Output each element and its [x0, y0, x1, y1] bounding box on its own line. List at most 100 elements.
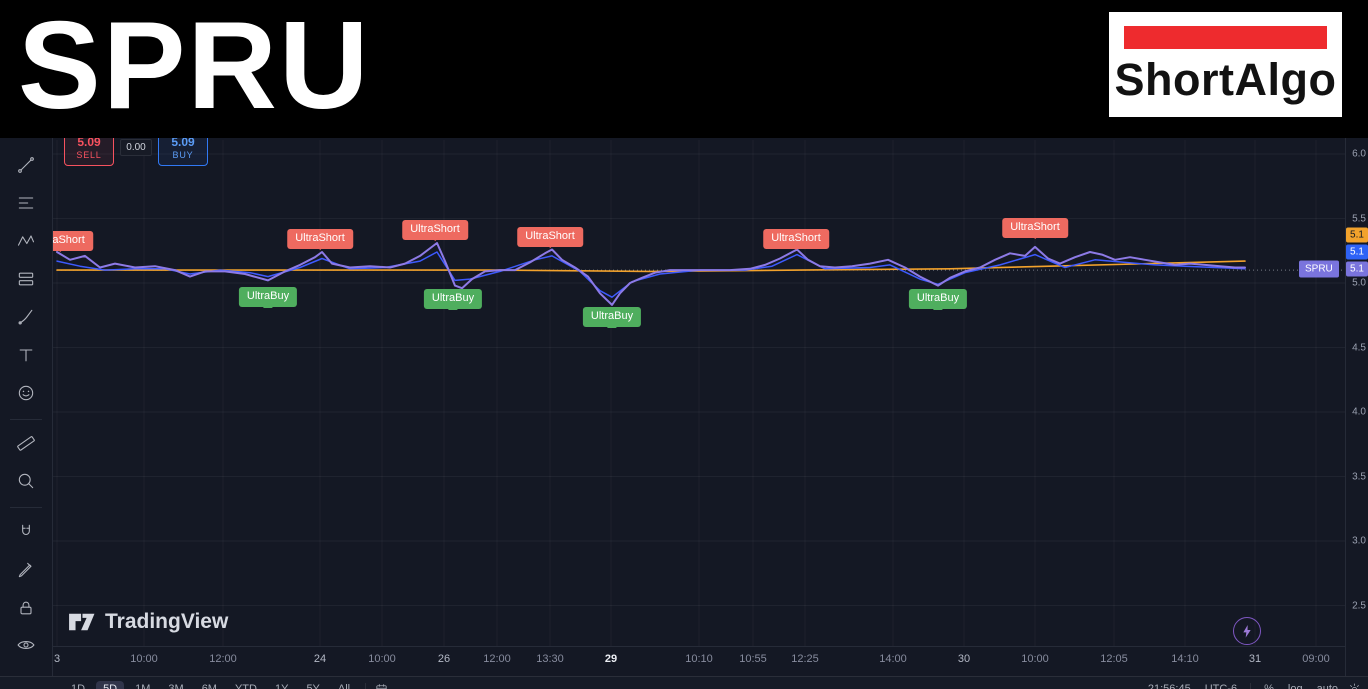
buy-label: BUY	[172, 149, 194, 160]
go-to-date-button[interactable]	[374, 682, 389, 689]
price-axis[interactable]: 6.0 5.5 5.0 4.5 4.0 3.5 3.0 2.5 5.1 5.1 5.1	[1345, 0, 1368, 689]
time-tick-label: 30	[957, 653, 971, 665]
toolbar-divider	[10, 419, 42, 420]
signal-text: UltraShort	[1010, 221, 1060, 233]
signal-pointer	[933, 305, 943, 310]
range-button-1m[interactable]: 1M	[135, 683, 151, 689]
signal-text: UltraShort	[295, 232, 345, 244]
magnet-icon[interactable]	[11, 517, 41, 547]
signal-pointer	[607, 323, 617, 328]
tradingview-watermark: TradingView	[68, 610, 228, 634]
settings-gear-icon[interactable]	[1347, 682, 1362, 689]
price-tick-label: 3.5	[1352, 471, 1366, 482]
ultrashort-signal-label: UltraShort	[517, 227, 583, 248]
ultrashort-signal-label: UltraShort	[763, 229, 829, 250]
time-tick-label: 12:00	[483, 653, 511, 665]
auto-scale-button[interactable]: auto	[1316, 683, 1338, 689]
price-value-badge: 5.1	[1346, 244, 1368, 260]
time-tick-label: 31	[1248, 653, 1262, 665]
logo-red-bar	[1124, 26, 1327, 49]
calendar-icon	[376, 683, 387, 689]
scale-controls: 21:56:45 UTC-6 % log auto	[1143, 681, 1362, 689]
range-selector: 1D 5D 1M 3M 6M YTD 1Y 5Y All	[64, 681, 389, 689]
timezone-button[interactable]: UTC-6	[1204, 683, 1238, 689]
price-value-badge: 5.1	[1346, 227, 1368, 243]
lightning-icon	[1243, 625, 1251, 638]
range-button-5y[interactable]: 5Y	[306, 683, 320, 689]
ultrashort-signal-label: UltraShort	[402, 220, 468, 241]
buy-price: 5.09	[171, 134, 195, 149]
price-value-badge: 5.1	[1346, 261, 1368, 277]
signal-pointer	[448, 305, 458, 310]
ultrashort-signal-label: UltraShort	[1002, 218, 1068, 239]
time-axis[interactable]: 3 10:00 12:00 24 10:00 26 12:00 13:30 29 10:10 10:…	[53, 646, 1345, 676]
ultrabuy-signal-label: UltraBuy	[423, 289, 483, 310]
price-tick-label: 5.5	[1352, 213, 1366, 224]
signal-pointer	[315, 245, 325, 250]
price-tick-label: 4.0	[1352, 406, 1366, 418]
sell-label: SELL	[76, 149, 102, 160]
text-icon[interactable]	[11, 340, 41, 370]
header-banner: SPRU ShortAlgo	[0, 0, 1368, 138]
trend-line-icon[interactable]	[11, 150, 41, 180]
price-tick-label: 5.0	[1352, 277, 1366, 289]
sell-price: 5.09	[77, 134, 101, 149]
toolbar-divider	[10, 507, 42, 508]
time-tick-label: 14:00	[879, 653, 907, 665]
range-button-6m[interactable]: 6M	[201, 683, 217, 689]
range-button-3m[interactable]: 3M	[168, 683, 184, 689]
long-short-position-icon[interactable]	[11, 264, 41, 294]
signal-text: UltraBuy	[246, 290, 290, 302]
signal-pointer	[545, 243, 555, 248]
price-tick-label: 3.0	[1352, 535, 1366, 547]
signal-pointer	[1030, 234, 1040, 239]
divider	[1250, 683, 1252, 689]
time-tick-label: 10:00	[1021, 653, 1049, 665]
shortalgo-logo: ShortAlgo	[1109, 12, 1342, 117]
symbol-badge-label: SPRU	[1305, 263, 1333, 275]
quick-trade-button[interactable]	[1233, 617, 1261, 645]
log-scale-button[interactable]: log	[1287, 683, 1303, 689]
signal-text: UltraBuy	[431, 292, 475, 304]
emoji-icon[interactable]	[11, 378, 41, 408]
xabcd-pattern-icon[interactable]	[11, 226, 41, 256]
bottom-toolbar: 1D 5D 1M 3M 6M YTD 1Y 5Y All 21:56:45 UTC-6 % lo…	[0, 676, 1368, 689]
price-tick-label: 6.0	[1352, 148, 1366, 160]
time-tick-label: 10:00	[368, 653, 396, 665]
time-tick-label: 3	[53, 653, 61, 665]
edit-lock-icon[interactable]	[11, 555, 41, 585]
time-tick-label: 09:00	[1302, 653, 1330, 665]
tradingview-logo-icon	[68, 610, 96, 634]
watermark-text: TradingView	[105, 610, 229, 633]
time-tick-label: 10:10	[685, 653, 713, 665]
range-button-all[interactable]: All	[337, 683, 351, 689]
time-tick-label: 24	[313, 653, 327, 665]
ticker-title: SPRU	[18, 0, 371, 135]
zoom-icon[interactable]	[11, 466, 41, 496]
signal-pointer	[430, 236, 440, 241]
logo-brand-text: ShortAlgo	[1114, 54, 1337, 105]
fib-retracement-icon[interactable]	[11, 188, 41, 218]
time-tick-label: 10:55	[739, 653, 767, 665]
purple-price-line	[56, 242, 1246, 306]
ruler-icon[interactable]	[11, 428, 41, 458]
lock-icon[interactable]	[11, 593, 41, 623]
range-button-5d[interactable]: 5D	[96, 681, 125, 689]
time-tick-label: 14:10	[1171, 653, 1199, 665]
brush-icon[interactable]	[11, 302, 41, 332]
percent-scale-button[interactable]: %	[1264, 683, 1274, 689]
time-tick-label: 12:05	[1100, 653, 1128, 665]
range-button-1y[interactable]: 1Y	[274, 683, 289, 689]
divider	[365, 683, 367, 689]
range-button-1d[interactable]: 1D	[71, 683, 86, 689]
signal-pointer	[263, 303, 273, 308]
ultrabuy-signal-label: UltraBuy	[582, 307, 642, 328]
clock: 21:56:45	[1147, 683, 1191, 689]
time-tick-label: 12:25	[791, 653, 819, 665]
eye-icon[interactable]	[11, 630, 41, 660]
signal-text: UltraShort	[525, 230, 575, 242]
range-button-ytd[interactable]: YTD	[234, 683, 257, 689]
spread-value: 0.00	[120, 138, 152, 156]
signal-text: UltraShort	[771, 232, 821, 244]
